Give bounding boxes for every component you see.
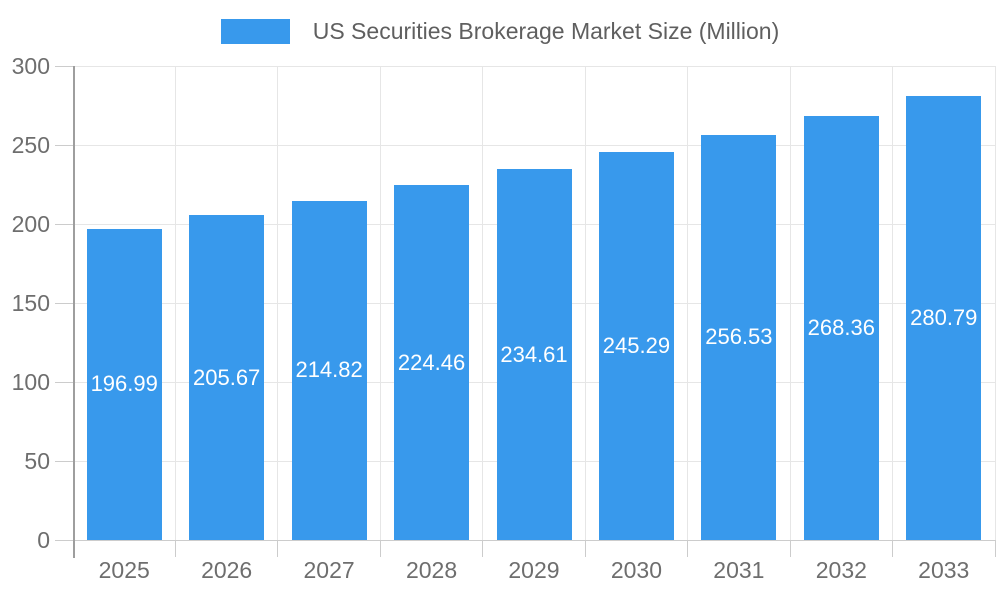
bar-value-label: 234.61 <box>500 341 568 367</box>
bar-value-label: 196.99 <box>90 371 158 397</box>
bar-value-label: 205.67 <box>193 364 261 390</box>
gridline-vertical <box>379 66 381 540</box>
bar-value-label: 214.82 <box>295 357 363 383</box>
gridline-horizontal <box>73 65 995 67</box>
y-axis-tick <box>55 460 73 462</box>
gridline-vertical <box>277 66 279 540</box>
y-tick-label: 0 <box>37 527 50 553</box>
bar-value-label: 224.46 <box>397 349 466 375</box>
bar[interactable]: 234.61 <box>496 169 572 540</box>
gridline-vertical <box>584 66 586 540</box>
x-axis-tick <box>277 540 279 557</box>
x-tick-label: 2027 <box>303 557 355 583</box>
gridline-vertical <box>174 66 176 540</box>
x-axis-tick <box>687 540 689 557</box>
x-axis-tick <box>994 540 996 557</box>
y-axis-line <box>73 66 75 558</box>
y-tick-label: 100 <box>11 369 50 395</box>
y-tick-label: 50 <box>24 448 50 474</box>
bar[interactable]: 224.46 <box>394 185 470 540</box>
x-axis-tick <box>482 540 484 557</box>
gridline-vertical <box>789 66 791 540</box>
bar[interactable]: 268.36 <box>803 116 879 540</box>
bar[interactable]: 245.29 <box>598 152 674 540</box>
x-tick-label: 2026 <box>201 557 253 583</box>
bar[interactable]: 256.53 <box>701 134 777 540</box>
legend-label: US Securities Brokerage Market Size (Mil… <box>312 18 780 44</box>
gridline-vertical <box>687 66 689 540</box>
y-tick-label: 300 <box>11 53 50 79</box>
x-axis-tick <box>379 540 381 557</box>
gridline-vertical <box>892 66 894 540</box>
x-tick-label: 2029 <box>508 557 560 583</box>
chart-legend[interactable]: US Securities Brokerage Market Size (Mil… <box>0 18 1000 45</box>
bar[interactable]: 205.67 <box>189 215 265 540</box>
y-axis-tick <box>55 381 73 383</box>
y-tick-label: 250 <box>11 132 50 158</box>
x-tick-label: 2033 <box>918 557 970 583</box>
x-axis-tick <box>789 540 791 557</box>
x-axis-tick <box>584 540 586 557</box>
x-tick-label: 2030 <box>610 557 663 583</box>
plot-area: 196.99 205.67 214.82 224.46 234.61 245.29 256.… <box>73 65 996 541</box>
bar[interactable]: 280.79 <box>906 96 982 540</box>
gridline-vertical <box>482 66 484 540</box>
gridline-horizontal <box>73 539 995 541</box>
x-tick-label: 2032 <box>815 557 867 583</box>
bar-value-label: 268.36 <box>807 315 875 340</box>
y-axis-tick <box>55 539 73 541</box>
x-tick-label: 2025 <box>98 557 150 583</box>
y-axis-tick <box>55 65 73 67</box>
x-axis-tick <box>892 540 894 557</box>
bar-value-label: 280.79 <box>910 305 978 331</box>
gridline-horizontal <box>73 144 995 146</box>
gridline-vertical <box>994 66 996 540</box>
legend-swatch <box>220 19 290 44</box>
x-axis-tick <box>174 540 176 557</box>
x-tick-label: 2031 <box>713 557 765 583</box>
x-tick-label: 2028 <box>405 557 458 583</box>
y-tick-label: 150 <box>11 290 50 316</box>
bar-value-label: 245.29 <box>602 333 671 359</box>
y-tick-label: 200 <box>11 211 50 237</box>
bar[interactable]: 214.82 <box>291 200 367 540</box>
bar-value-label: 256.53 <box>705 324 773 350</box>
bar[interactable]: 196.99 <box>86 228 162 540</box>
y-axis-tick <box>55 144 73 146</box>
y-axis-tick <box>55 223 73 225</box>
y-axis-tick <box>55 302 73 304</box>
